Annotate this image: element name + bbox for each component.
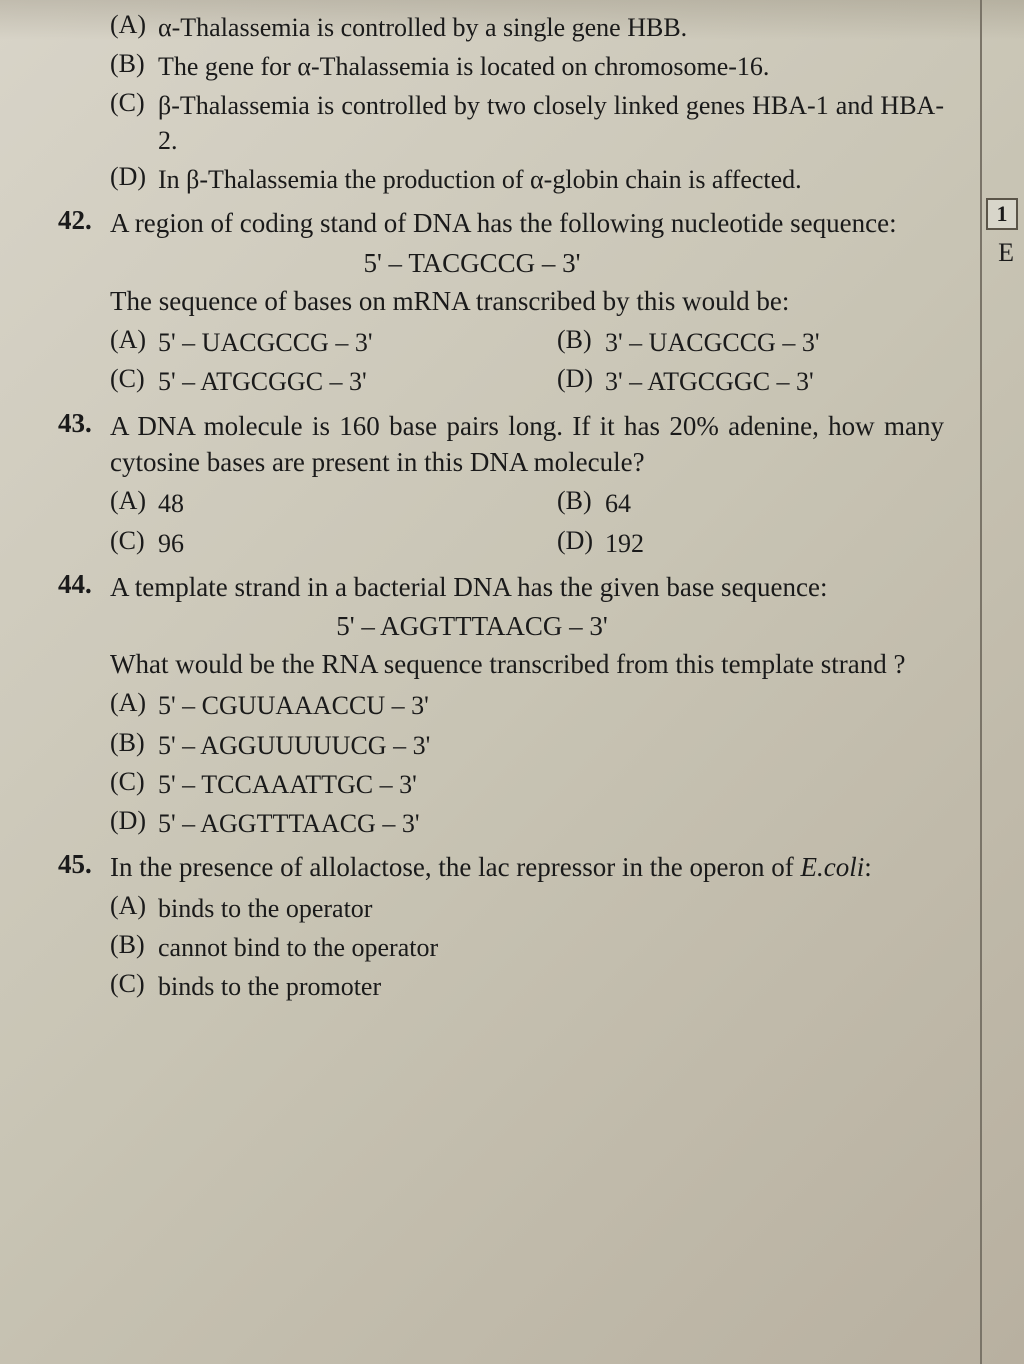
- question-43: 43. A DNA molecule is 160 base pairs lon…: [20, 408, 1004, 561]
- q44-option-d: (D) 5' – AGGTTTAACG – 3': [20, 806, 1004, 841]
- option-label: (D): [557, 526, 605, 556]
- option-label: (C): [110, 969, 158, 999]
- option-text: binds to the promoter: [158, 969, 1004, 1004]
- option-text: 5' – ATGCGGC – 3': [158, 364, 557, 399]
- option-label: (A): [110, 891, 158, 921]
- q43-option-c: (C) 96: [110, 526, 557, 561]
- option-text: 5' – TCCAAATTGC – 3': [158, 767, 1004, 802]
- question-45: 45. In the presence of allolactose, the …: [20, 849, 1004, 1005]
- option-label: (C): [110, 364, 158, 394]
- question-stem-2: What would be the RNA sequence transcrib…: [20, 646, 1004, 682]
- option-label: (C): [110, 88, 158, 118]
- question-number: 44.: [58, 569, 92, 600]
- option-text: 5' – AGGTTTAACG – 3': [158, 806, 1004, 841]
- sequence-display: 5' – TACGCCG – 3': [20, 248, 924, 279]
- question-number: 43.: [58, 408, 92, 439]
- option-text: 5' – CGUUAAACCU – 3': [158, 688, 1004, 723]
- option-label: (A): [110, 10, 158, 40]
- q43-options-row-1: (A) 48 (B) 64: [20, 486, 1004, 521]
- option-label: (D): [110, 162, 158, 192]
- q44-option-c: (C) 5' – TCCAAATTGC – 3': [20, 767, 1004, 802]
- option-text: 5' – AGGUUUUUCG – 3': [158, 728, 1004, 763]
- option-text: 5' – UACGCCG – 3': [158, 325, 557, 360]
- question-stem: A DNA molecule is 160 base pairs long. I…: [20, 408, 1004, 481]
- question-stem: A template strand in a bacterial DNA has…: [20, 569, 1004, 605]
- question-44: 44. A template strand in a bacterial DNA…: [20, 569, 1004, 841]
- option-text: 48: [158, 486, 557, 521]
- q41-option-b: (B) The gene for α-Thalassemia is locate…: [20, 49, 1004, 84]
- option-label: (A): [110, 325, 158, 355]
- q44-option-b: (B) 5' – AGGUUUUUCG – 3': [20, 728, 1004, 763]
- stem-post: :: [864, 852, 872, 882]
- q42-options-row-2: (C) 5' – ATGCGGC – 3' (D) 3' – ATGCGGC –…: [20, 364, 1004, 399]
- q41-option-a: (A) α-Thalassemia is controlled by a sin…: [20, 10, 1004, 45]
- option-label: (B): [557, 486, 605, 516]
- option-label: (B): [110, 728, 158, 758]
- option-label: (C): [110, 767, 158, 797]
- q45-option-a: (A) binds to the operator: [20, 891, 1004, 926]
- q41-option-c: (C) β-Thalassemia is controlled by two c…: [20, 88, 1004, 158]
- option-text: The gene for α-Thalassemia is located on…: [158, 49, 1004, 84]
- option-label: (D): [557, 364, 605, 394]
- q43-option-b: (B) 64: [557, 486, 1004, 521]
- option-text: 64: [605, 486, 1004, 521]
- q43-option-d: (D) 192: [557, 526, 1004, 561]
- option-text: 192: [605, 526, 1004, 561]
- question-stem: A region of coding stand of DNA has the …: [20, 205, 1004, 241]
- question-42: 42. A region of coding stand of DNA has …: [20, 205, 1004, 399]
- q42-option-c: (C) 5' – ATGCGGC – 3': [110, 364, 557, 399]
- q41-option-d: (D) In β-Thalassemia the production of α…: [20, 162, 1004, 197]
- q43-option-a: (A) 48: [110, 486, 557, 521]
- option-text: α-Thalassemia is controlled by a single …: [158, 10, 1004, 45]
- stem-pre: In the presence of allolactose, the lac …: [110, 852, 800, 882]
- option-label: (B): [110, 49, 158, 79]
- option-text: In β-Thalassemia the production of α-glo…: [158, 162, 1004, 197]
- option-text: 96: [158, 526, 557, 561]
- option-label: (C): [110, 526, 158, 556]
- option-text: β-Thalassemia is controlled by two close…: [158, 88, 1004, 158]
- q44-option-a: (A) 5' – CGUUAAACCU – 3': [20, 688, 1004, 723]
- question-stem: In the presence of allolactose, the lac …: [20, 849, 1004, 885]
- sequence-display: 5' – AGGTTTAACG – 3': [20, 611, 924, 642]
- option-label: (A): [110, 688, 158, 718]
- q42-option-d: (D) 3' – ATGCGGC – 3': [557, 364, 1004, 399]
- q45-option-b: (B) cannot bind to the operator: [20, 930, 1004, 965]
- page-content: (A) α-Thalassemia is controlled by a sin…: [0, 0, 1024, 1005]
- stem-em: E.coli: [800, 852, 864, 882]
- q42-option-a: (A) 5' – UACGCCG – 3': [110, 325, 557, 360]
- q43-options-row-2: (C) 96 (D) 192: [20, 526, 1004, 561]
- question-stem-2: The sequence of bases on mRNA transcribe…: [20, 283, 1004, 319]
- question-number: 45.: [58, 849, 92, 880]
- option-text: cannot bind to the operator: [158, 930, 1004, 965]
- q45-option-c: (C) binds to the promoter: [20, 969, 1004, 1004]
- q42-options-row-1: (A) 5' – UACGCCG – 3' (B) 3' – UACGCCG –…: [20, 325, 1004, 360]
- option-text: 3' – UACGCCG – 3': [605, 325, 1004, 360]
- option-label: (B): [110, 930, 158, 960]
- q42-option-b: (B) 3' – UACGCCG – 3': [557, 325, 1004, 360]
- question-41-options: (A) α-Thalassemia is controlled by a sin…: [20, 10, 1004, 197]
- question-number: 42.: [58, 205, 92, 236]
- option-text: binds to the operator: [158, 891, 1004, 926]
- option-label: (A): [110, 486, 158, 516]
- option-text: 3' – ATGCGGC – 3': [605, 364, 1004, 399]
- option-label: (B): [557, 325, 605, 355]
- option-label: (D): [110, 806, 158, 836]
